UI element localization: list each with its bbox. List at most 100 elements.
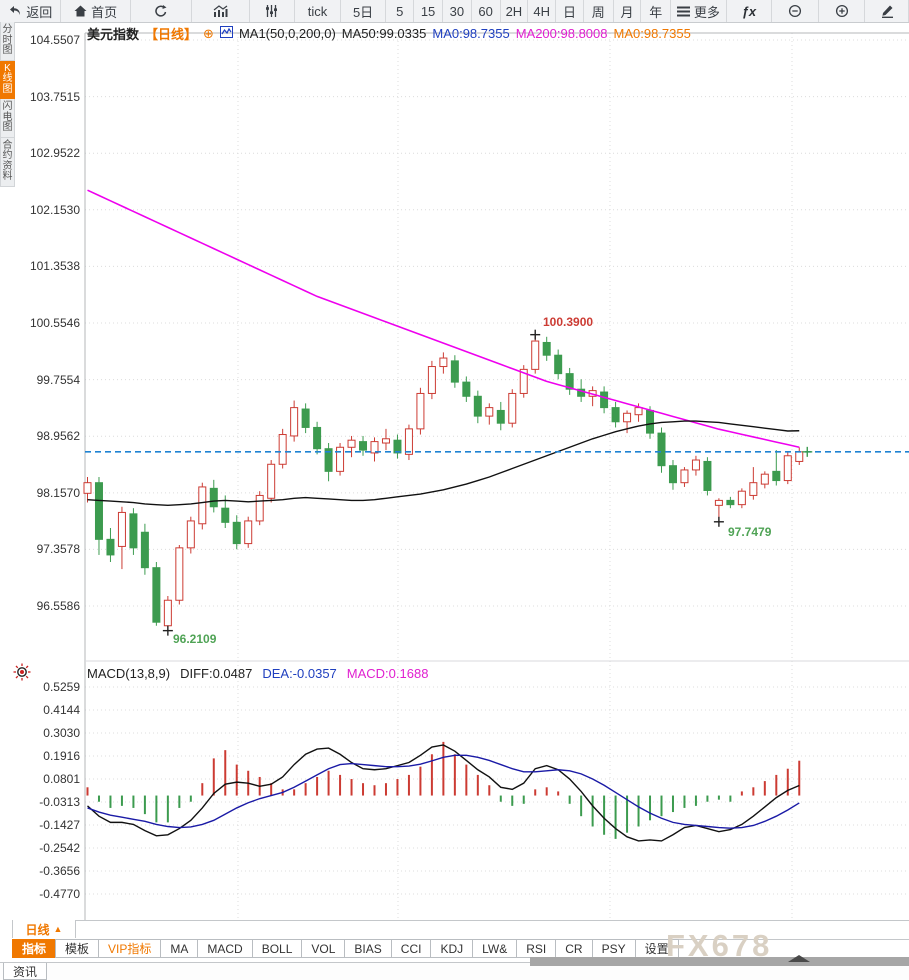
toolbar-button-label: 15 [420, 3, 436, 19]
macd-axis-label: 0.5259 [43, 680, 80, 694]
indicator-tab-MA[interactable]: MA [160, 939, 199, 958]
horizontal-scrollbar[interactable] [530, 955, 909, 966]
indicator-tab-BOLL[interactable]: BOLL [251, 939, 303, 958]
chart-type-button[interactable] [192, 0, 250, 22]
indicator-tab-MACD[interactable]: MACD [197, 939, 253, 958]
macd-axis-label: -0.0313 [39, 795, 80, 809]
indicator-tab-VOL[interactable]: VOL [301, 939, 346, 958]
toolbar: 返回 首页 tick 5日 5 15 30 60 2H 4H 日周月年 更多 ƒx [0, 0, 909, 23]
period-selector[interactable]: 日线 ▲ [12, 920, 76, 938]
fx-icon: ƒx [741, 3, 757, 19]
chart-header: 美元指数 【日线】 ⊕ MA1(50,0,200,0) MA50:99.0335… [87, 24, 691, 43]
ma0-orange-value: MA0:98.7355 [613, 26, 691, 41]
toolbar-button-label: 首页 [91, 4, 118, 20]
macd-header: MACD(13,8,9) DIFF:0.0487 DEA:-0.0357 MAC… [87, 666, 428, 681]
price-axis-label: 103.7515 [29, 89, 80, 104]
indicator-tab-CCI[interactable]: CCI [390, 939, 432, 958]
period-30m-button[interactable]: 30 [443, 0, 472, 22]
draw-button[interactable] [865, 0, 909, 22]
price-axis-label: 98.9562 [36, 429, 80, 444]
period-5m-button[interactable]: 5 [386, 0, 415, 22]
toolbar-button-label: 返回 [26, 4, 53, 20]
price-axis-label: 99.7554 [36, 372, 80, 387]
toolbar-button-label: 5日 [352, 4, 374, 20]
toolbar-button-label: 2H [505, 3, 523, 19]
price-axis-label: 101.3538 [29, 259, 80, 274]
period-5d-button[interactable]: 5日 [341, 0, 387, 22]
indicator-tab-设置[interactable]: 设置 [634, 939, 679, 958]
period-day-button[interactable]: 日 [556, 0, 584, 22]
sidebar-tab-分时图[interactable]: 分时图 [0, 22, 15, 61]
refresh-button[interactable] [131, 0, 193, 22]
pencil-icon [879, 4, 894, 18]
zoom-in-button[interactable] [819, 0, 866, 22]
price-axis-label: 96.5586 [36, 599, 80, 614]
menu-icon [676, 6, 690, 17]
zoom-out-icon [788, 4, 802, 18]
indicator-tab-PSY[interactable]: PSY [591, 939, 636, 958]
period-tag: 【日线】 [145, 27, 198, 42]
macd-axis-label: -0.2542 [39, 841, 80, 855]
price-axis-label: 104.5507 [29, 33, 80, 47]
ma200-value: MA200:98.8008 [515, 26, 608, 41]
indicator-tab-指标[interactable]: 指标 [12, 939, 57, 958]
price-axis-label: 100.5546 [29, 316, 80, 330]
scrollbar-arrow-icon[interactable] [788, 955, 810, 962]
indicator-tab-LW&[interactable]: LW& [472, 939, 518, 958]
more-button[interactable]: 更多 [671, 0, 727, 22]
fx-indicator-button[interactable]: ƒx [727, 0, 773, 22]
zoom-out-button[interactable] [772, 0, 819, 22]
macd-axis-label: -0.1427 [39, 817, 80, 832]
ma50-value: MA50:99.0335 [341, 26, 427, 41]
home-button[interactable]: 首页 [61, 0, 131, 22]
ma0-blue-value: MA0:98.7355 [432, 26, 510, 41]
mini-chart-icon [219, 26, 233, 41]
macd-name: MACD(13,8,9) [87, 666, 171, 681]
price-axis-label: 97.3578 [36, 542, 80, 557]
period-15m-button[interactable]: 15 [414, 0, 443, 22]
macd-dea-value: DEA:-0.0357 [262, 666, 337, 681]
macd-axis-label: -0.3656 [39, 864, 80, 878]
sidebar-tab-闪电图[interactable]: 闪电图 [0, 99, 15, 138]
toolbar-button-label: 5 [396, 3, 404, 19]
back-button[interactable]: 返回 [0, 0, 62, 22]
toolbar-button-label: 日 [562, 4, 576, 20]
period-week-button[interactable]: 周 [584, 0, 614, 22]
period-2h-button[interactable]: 2H [501, 0, 529, 22]
toolbar-button-label: 年 [649, 4, 663, 20]
toolbar-button-label: 30 [449, 3, 465, 19]
ma-settings-label: MA1(50,0,200,0) [238, 26, 336, 41]
period-month-button[interactable]: 月 [614, 0, 642, 22]
tab-news[interactable]: 资讯 [3, 963, 47, 980]
period-60m-button[interactable]: 60 [472, 0, 501, 22]
period-selector-label: 日线 [25, 922, 50, 937]
period-year-button[interactable]: 年 [641, 0, 672, 22]
indicator-tab-BIAS[interactable]: BIAS [344, 939, 392, 958]
sidebar: 分时图 K线图 闪电图 合约资料 [0, 22, 15, 187]
macd-axis-label: 0.0801 [43, 772, 80, 786]
news-tab-label: 资讯 [12, 964, 37, 979]
add-compare-icon[interactable]: ⊕ [203, 25, 214, 41]
price-axis-label: 102.9522 [29, 146, 80, 161]
indicator-tab-KDJ[interactable]: KDJ [430, 939, 474, 958]
high-annotation: 100.3900 [543, 315, 594, 329]
indicator-tab-模板[interactable]: 模板 [55, 939, 100, 958]
sidebar-tab-合约资料[interactable]: 合约资料 [0, 137, 15, 187]
symbol-name: 美元指数 [87, 27, 140, 42]
indicator-tab-CR[interactable]: CR [555, 939, 593, 958]
indicator-tab-RSI[interactable]: RSI [516, 939, 557, 958]
price-axis-label: 102.1530 [29, 202, 80, 217]
back-icon [8, 5, 22, 17]
low-annotation: 96.2109 [173, 632, 217, 646]
indicator-tab-VIP指标[interactable]: VIP指标 [98, 939, 162, 958]
date-axis-row [13, 920, 909, 940]
period-4h-button[interactable]: 4H [528, 0, 557, 22]
sidebar-tab-K线图[interactable]: K线图 [0, 60, 15, 99]
zoom-in-icon [835, 4, 849, 18]
indicator-tab-bar: 指标 模板 VIP指标 MA MACD BOLL VOL BIAS CCI KDJ LW& RSI CR… [12, 939, 679, 958]
period-tick-button[interactable]: tick [295, 0, 341, 22]
indicator-settings-sun-icon[interactable] [13, 663, 31, 686]
indicator-settings-button[interactable] [250, 0, 296, 22]
